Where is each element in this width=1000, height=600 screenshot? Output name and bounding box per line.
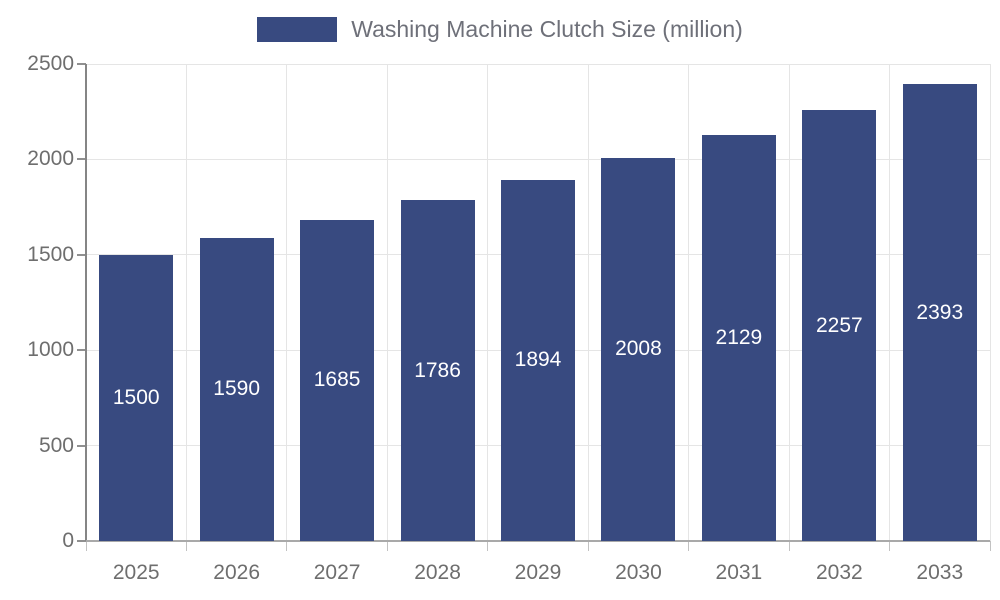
y-axis-line [85,64,87,541]
x-gridline [688,64,690,541]
x-axis-tick [587,541,589,551]
bar[interactable] [701,134,776,541]
x-gridline [587,64,589,541]
x-axis-tick [688,541,690,551]
x-axis-tick-label: 2027 [313,561,361,584]
y-gridline [86,63,990,65]
x-gridline [989,64,991,541]
bar[interactable] [601,157,676,541]
y-axis-tick-label: 0 [62,529,74,552]
y-axis-tick [77,540,86,542]
x-axis-tick-label: 2026 [213,561,261,584]
bar[interactable] [199,237,274,541]
x-axis-tick-label: 2032 [815,561,863,584]
y-axis-tick-label: 1000 [27,338,74,362]
bar[interactable] [802,110,877,541]
x-axis-line [86,540,990,542]
x-gridline [185,64,187,541]
x-gridline [286,64,288,541]
y-axis-tick-label: 2000 [27,147,74,171]
x-axis-tick-label: 2028 [414,561,461,584]
x-gridline [788,64,790,541]
bar[interactable] [501,179,575,541]
legend[interactable]: Washing Machine Clutch Size (million) [0,16,1000,43]
x-axis-tick [85,541,87,551]
y-axis-tick-label: 2500 [27,52,74,75]
x-axis-tick-label: 2029 [514,561,562,584]
x-axis-tick [889,541,891,551]
legend-label: Washing Machine Clutch Size (million) [351,16,743,42]
x-axis-tick-label: 2025 [112,561,160,584]
bar[interactable] [300,219,375,541]
x-axis-tick [487,541,489,551]
x-axis-tick-label: 2030 [615,561,662,584]
x-gridline [386,64,388,541]
x-axis-tick [185,541,187,551]
legend-swatch [257,17,338,42]
bar[interactable] [902,84,977,541]
x-gridline [889,64,891,541]
y-axis-tick [77,349,86,352]
y-axis-tick [77,158,86,161]
y-axis-tick [77,63,86,65]
y-axis-tick [77,444,86,447]
x-axis-tick-label: 2033 [916,561,964,584]
y-axis-tick-label: 500 [38,433,74,457]
x-gridline [487,64,489,541]
x-axis-tick [989,541,991,551]
bar[interactable] [400,200,475,541]
x-axis-tick-label: 2031 [715,561,763,584]
y-axis-tick-label: 1500 [27,242,74,266]
y-gridline [86,158,990,160]
x-axis-tick [386,541,388,551]
y-axis-tick [77,253,86,256]
x-axis-tick [286,541,288,551]
bar[interactable] [99,254,174,541]
x-axis-tick [788,541,790,551]
